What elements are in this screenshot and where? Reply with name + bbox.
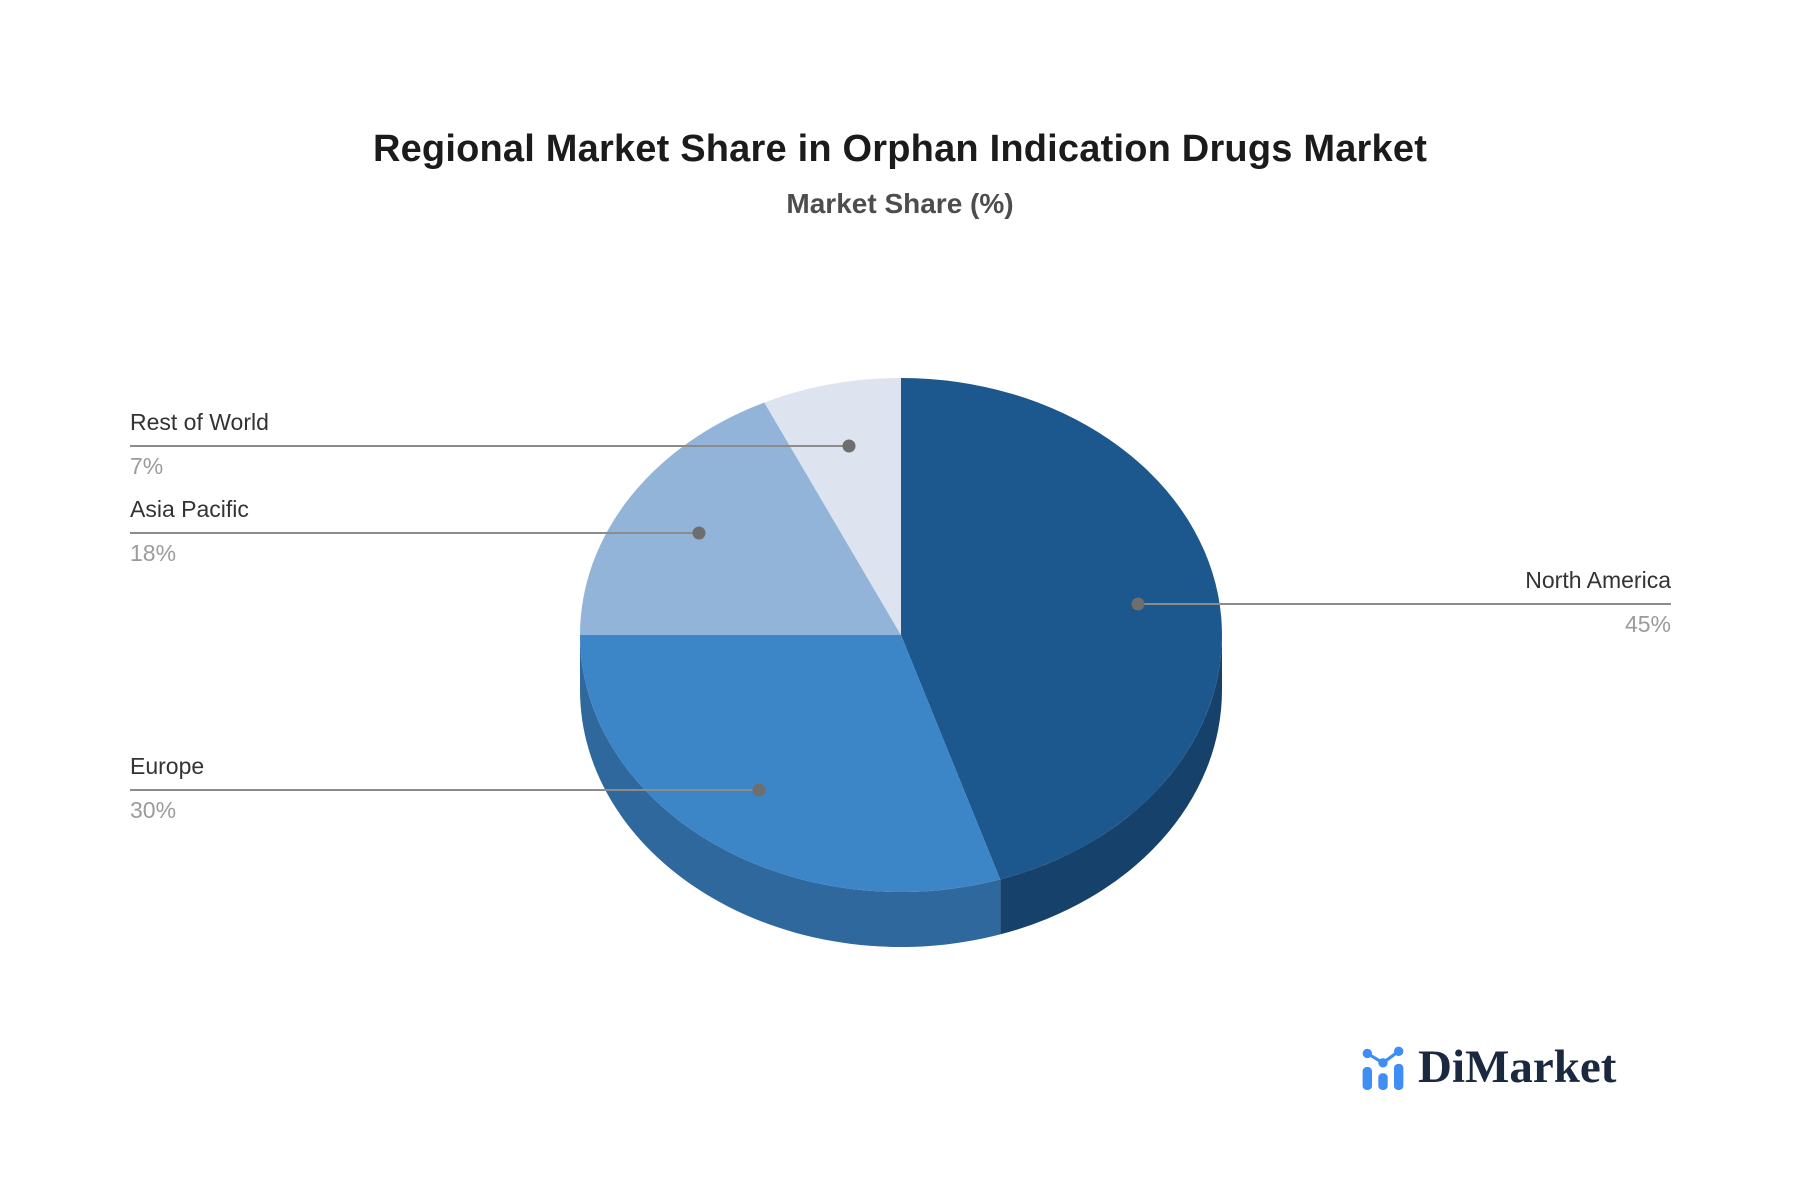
slice-percentage: 7% (130, 453, 164, 479)
slice-label-block-asia-pacific: Asia Pacific 18% (130, 495, 249, 567)
pie-slice-north-america (901, 378, 1222, 880)
slice-percentage: 30% (130, 797, 177, 823)
chart-subtitle: Market Share (%) (786, 188, 1014, 219)
pie-slice-side-north-america (1000, 635, 1222, 935)
slice-label: North America (1525, 567, 1671, 593)
slice-label-block-rest-of-world: Rest of World 7% (130, 408, 269, 480)
slice-label: Asia Pacific (130, 496, 249, 522)
slice-label: Rest of World (130, 409, 269, 435)
pie-slice-asia-pacific (580, 402, 901, 635)
leader-dot-north-america (1131, 597, 1145, 611)
slice-percentage: 45% (1624, 611, 1671, 637)
slice-label-block-north-america: North America 45% (1525, 566, 1671, 638)
slice-label: Europe (130, 753, 205, 779)
leader-dot-europe (752, 783, 766, 797)
slice-percentage: 18% (130, 540, 177, 566)
pie-slice-side-europe (579, 635, 1001, 947)
chart-title: Regional Market Share in Orphan Indicati… (372, 128, 1428, 170)
slice-label-block-europe: Europe 30% (130, 752, 204, 824)
bar-line-chart-icon (1362, 1046, 1404, 1090)
pie-slice-rest-of-world (764, 378, 901, 635)
pie-slice-europe (579, 635, 1001, 892)
leader-dot-rest-of-world (842, 439, 856, 453)
brand-logo: DiMarket (1360, 1041, 1617, 1094)
leader-dot-asia-pacific (692, 526, 706, 540)
brand-name: DiMarket (1418, 1041, 1617, 1094)
